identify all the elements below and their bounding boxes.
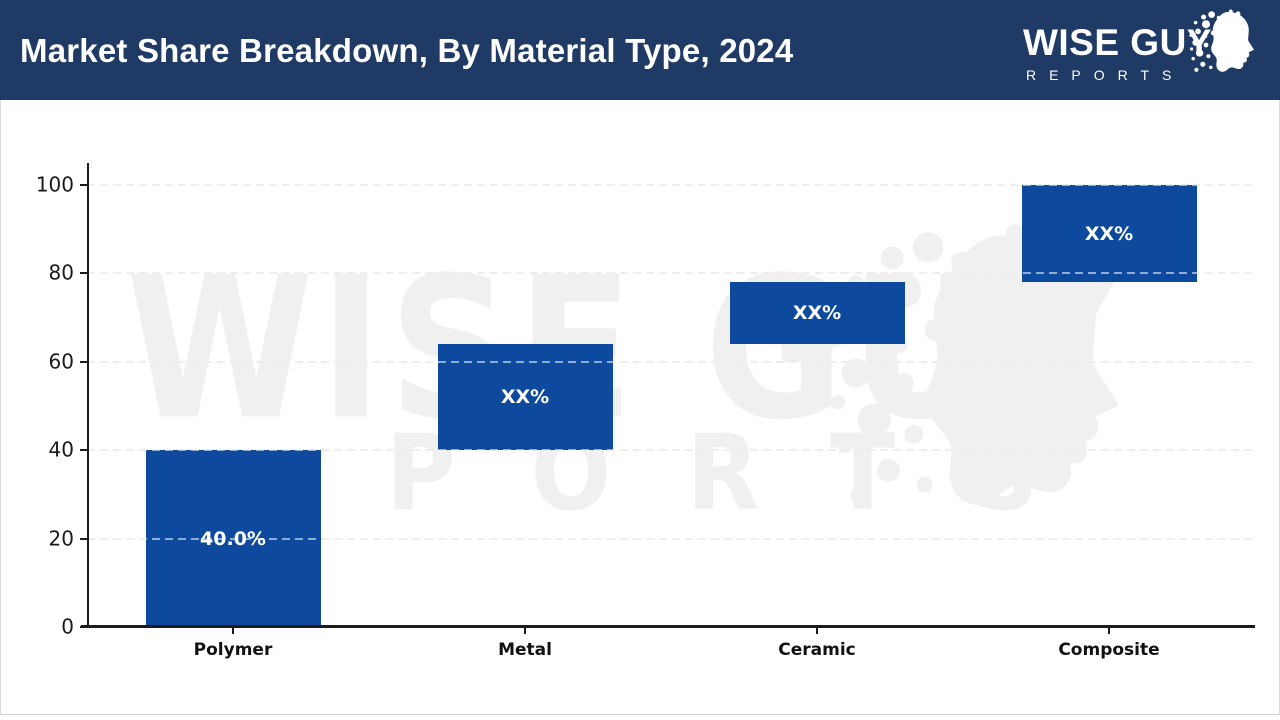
page-title: Market Share Breakdown, By Material Type… xyxy=(20,32,794,69)
x-axis-line xyxy=(81,625,1255,628)
y-tick-label: 100 xyxy=(35,172,74,197)
x-tick-label: Metal xyxy=(498,640,552,660)
gridline-overlay xyxy=(87,272,1255,275)
y-tick-label: 20 xyxy=(48,526,74,551)
gridline-overlay xyxy=(87,537,1255,540)
y-tick-label: 80 xyxy=(48,260,74,285)
x-tick-label: Composite xyxy=(1058,640,1160,660)
x-tick-mark xyxy=(524,628,526,634)
bar-value-label: XX% xyxy=(1084,222,1134,245)
logo-text: WISE GUY REPORTS xyxy=(1022,22,1212,83)
bar-value-label: XX% xyxy=(792,302,842,325)
wiseguy-face-icon xyxy=(1186,6,1266,92)
logo-reports-text: REPORTS xyxy=(1025,66,1185,83)
y-tick-mark xyxy=(80,537,87,540)
y-axis-line xyxy=(87,163,89,628)
gridline-overlay xyxy=(87,360,1255,363)
x-tick-label: Ceramic xyxy=(778,640,856,660)
brand-logo: WISE GUY REPORTS xyxy=(1000,0,1270,100)
x-tick-mark xyxy=(232,628,234,634)
y-tick-label: 40 xyxy=(48,437,74,462)
y-tick-mark xyxy=(80,360,87,363)
x-tick-mark xyxy=(1108,628,1110,634)
bottom-divider xyxy=(0,714,1280,715)
logo-wordmark: WISE GUY xyxy=(1022,22,1212,63)
y-tick-mark xyxy=(80,184,87,187)
header: Market Share Breakdown, By Material Type… xyxy=(0,0,1280,100)
y-tick-label: 60 xyxy=(48,349,74,374)
gridline-overlay xyxy=(87,184,1255,187)
bar xyxy=(1022,185,1197,282)
y-tick-mark xyxy=(80,449,87,452)
gridline-overlay xyxy=(87,449,1255,452)
y-tick-mark xyxy=(80,272,87,275)
y-tick-label: 0 xyxy=(61,614,74,639)
chart-region: WISE GUY PORTS 0 20 40 60 80 100 40.0% Polymer X… xyxy=(0,100,1280,714)
bar-value-label: 40.0% xyxy=(200,527,266,550)
x-tick-mark xyxy=(816,628,818,634)
bar-value-label: XX% xyxy=(500,386,550,409)
x-tick-label: Polymer xyxy=(193,640,273,660)
bar xyxy=(730,282,905,344)
